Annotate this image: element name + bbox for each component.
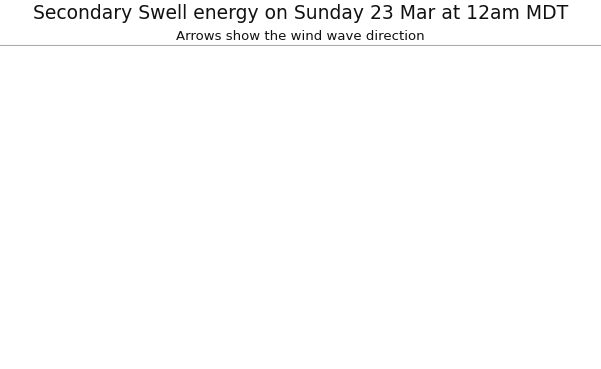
Text: Arrows show the wind wave direction: Arrows show the wind wave direction	[176, 30, 425, 44]
Text: cartopy required: cartopy required	[219, 198, 382, 217]
Text: Secondary Swell energy on Sunday 23 Mar at 12am MDT: Secondary Swell energy on Sunday 23 Mar …	[33, 4, 568, 23]
